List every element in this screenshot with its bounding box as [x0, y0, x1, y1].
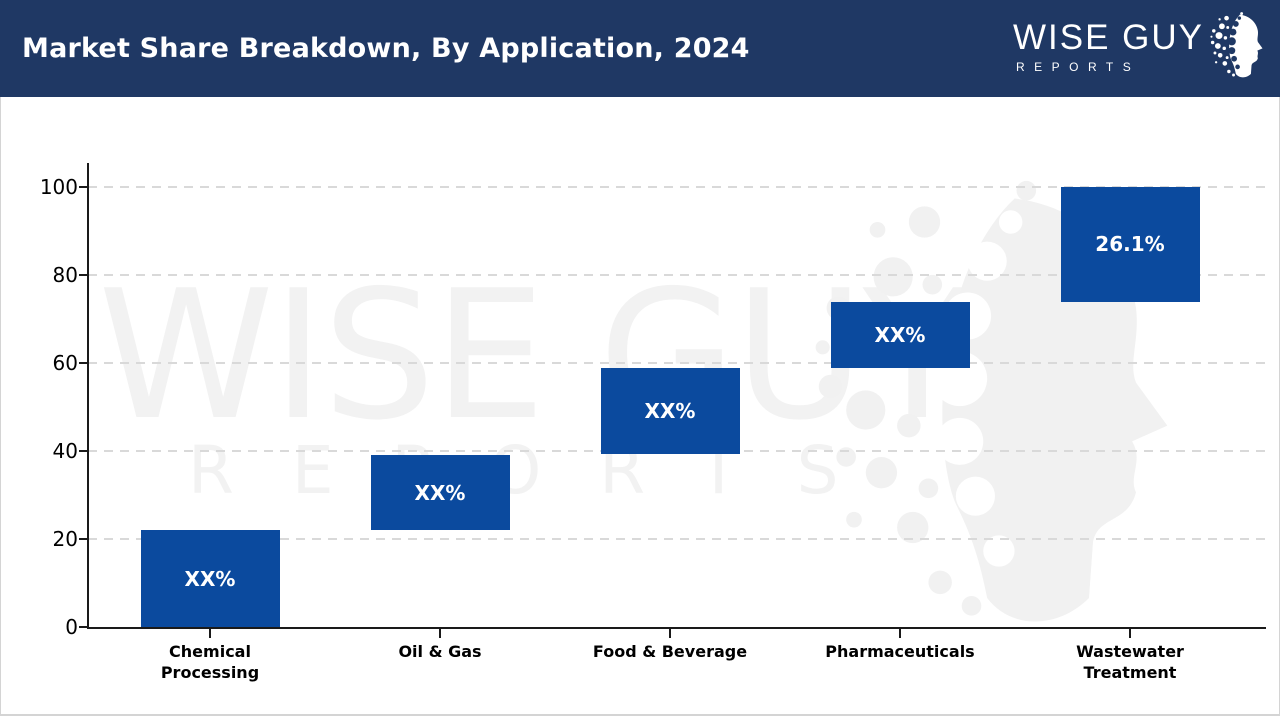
x-tick-food-beverage: [669, 629, 671, 638]
y-tick-0: [79, 626, 88, 628]
x-label-food-beverage: Food & Beverage: [592, 642, 748, 661]
x-label-oil-gas: Oil & Gas: [398, 642, 482, 661]
y-tick-80: [79, 274, 88, 276]
y-tick-label-80: 80: [52, 263, 78, 287]
x-tick-chemical-processing: [209, 629, 211, 638]
bar-chemical-processing: XX%: [140, 530, 280, 627]
x-label-chemical-processing: Chemical Processing: [160, 642, 260, 682]
logo-subtitle: REPORTS: [1015, 59, 1141, 74]
bottom-divider: [0, 714, 1280, 716]
header-bar: Market Share Breakdown, By Application, …: [0, 0, 1280, 97]
y-tick-label-60: 60: [52, 351, 78, 375]
y-tick-40: [79, 450, 88, 452]
x-label-pharmaceuticals: Pharmaceuticals: [825, 642, 975, 661]
y-tick-60: [79, 362, 88, 364]
logo-text: WISE GUY REPORTS: [1013, 20, 1204, 73]
gridline-80: [88, 274, 1266, 276]
x-axis-spine: [87, 627, 1266, 629]
y-tick-20: [79, 538, 88, 540]
bar-label-food-beverage: XX%: [644, 398, 696, 423]
gridline-100: [88, 186, 1266, 188]
bar-wastewater-treatment: 26.1%: [1060, 187, 1200, 302]
bar-label-pharmaceuticals: XX%: [874, 322, 926, 347]
watermark-text-2: REPORTS: [188, 432, 897, 509]
x-tick-oil-gas: [439, 629, 441, 638]
gridline-60: [88, 362, 1266, 364]
y-axis-spine: [87, 163, 89, 629]
bar-oil-gas: XX%: [370, 454, 510, 531]
logo-head-icon: [1210, 12, 1263, 78]
x-label-wastewater-treatment: Wastewater Treatment: [1076, 642, 1184, 682]
y-tick-label-100: 100: [39, 175, 78, 199]
bar-food-beverage: XX%: [600, 367, 740, 455]
bar-label-chemical-processing: XX%: [184, 566, 236, 591]
x-tick-pharmaceuticals: [899, 629, 901, 638]
y-tick-100: [79, 186, 88, 188]
bar-label-oil-gas: XX%: [414, 480, 466, 505]
gridline-20: [88, 538, 1266, 540]
x-tick-wastewater-treatment: [1129, 629, 1131, 638]
bar-pharmaceuticals: XX%: [830, 301, 970, 368]
logo-name: WISE GUY: [1012, 17, 1204, 57]
y-tick-label-40: 40: [52, 439, 78, 463]
y-tick-label-20: 20: [52, 527, 78, 551]
bar-label-wastewater-treatment: 26.1%: [1095, 232, 1165, 257]
page-title: Market Share Breakdown, By Application, …: [22, 33, 750, 64]
watermark-text-1: WISE GUY: [98, 252, 971, 459]
wise-guy-logo: WISE GUY REPORTS: [1013, 10, 1266, 82]
y-tick-label-0: 0: [65, 615, 78, 639]
